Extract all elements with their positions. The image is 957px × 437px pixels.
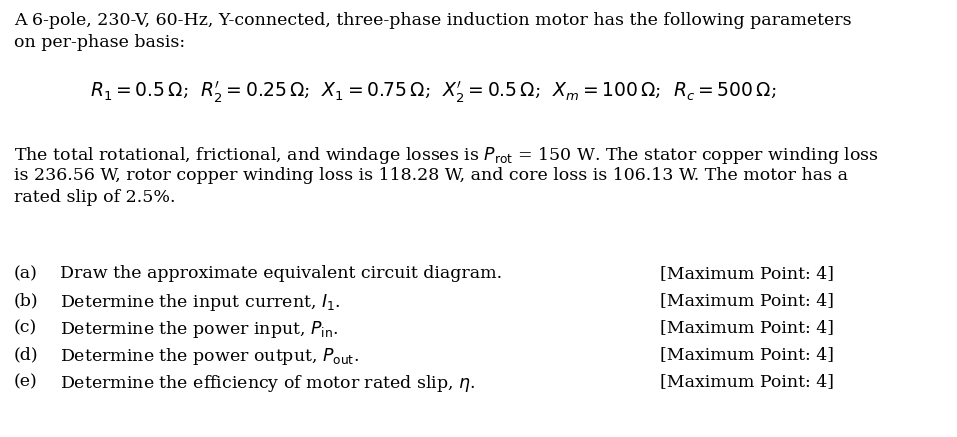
Text: [Maximum Point: 4]: [Maximum Point: 4] [660, 319, 834, 336]
Text: [Maximum Point: 4]: [Maximum Point: 4] [660, 373, 834, 390]
Text: [Maximum Point: 4]: [Maximum Point: 4] [660, 265, 834, 282]
Text: is 236.56 W, rotor copper winding loss is 118.28 W, and core loss is 106.13 W. T: is 236.56 W, rotor copper winding loss i… [14, 167, 848, 184]
Text: (b): (b) [14, 292, 38, 309]
Text: (d): (d) [14, 346, 38, 363]
Text: The total rotational, frictional, and windage losses is $P_{\mathrm{rot}}$ = 150: The total rotational, frictional, and wi… [14, 145, 879, 166]
Text: (a): (a) [14, 265, 38, 282]
Text: rated slip of 2.5%.: rated slip of 2.5%. [14, 189, 175, 206]
Text: Determine the power output, $P_{\mathrm{out}}$.: Determine the power output, $P_{\mathrm{… [60, 346, 359, 367]
Text: Determine the input current, $I_1$.: Determine the input current, $I_1$. [60, 292, 341, 313]
Text: Draw the approximate equivalent circuit diagram.: Draw the approximate equivalent circuit … [60, 265, 502, 282]
Text: A 6-pole, 230-V, 60-Hz, Y-connected, three-phase induction motor has the followi: A 6-pole, 230-V, 60-Hz, Y-connected, thr… [14, 12, 852, 29]
Text: (c): (c) [14, 319, 37, 336]
Text: [Maximum Point: 4]: [Maximum Point: 4] [660, 346, 834, 363]
Text: [Maximum Point: 4]: [Maximum Point: 4] [660, 292, 834, 309]
Text: $R_1 = 0.5\,\Omega$;  $R^{\prime}_2 = 0.25\,\Omega$;  $X_1 = 0.75\,\Omega$;  $X^: $R_1 = 0.5\,\Omega$; $R^{\prime}_2 = 0.2… [90, 80, 776, 105]
Text: Determine the power input, $P_{\mathrm{in}}$.: Determine the power input, $P_{\mathrm{i… [60, 319, 339, 340]
Text: (e): (e) [14, 373, 37, 390]
Text: on per-phase basis:: on per-phase basis: [14, 34, 185, 51]
Text: Determine the efficiency of motor rated slip, $\eta$.: Determine the efficiency of motor rated … [60, 373, 476, 394]
